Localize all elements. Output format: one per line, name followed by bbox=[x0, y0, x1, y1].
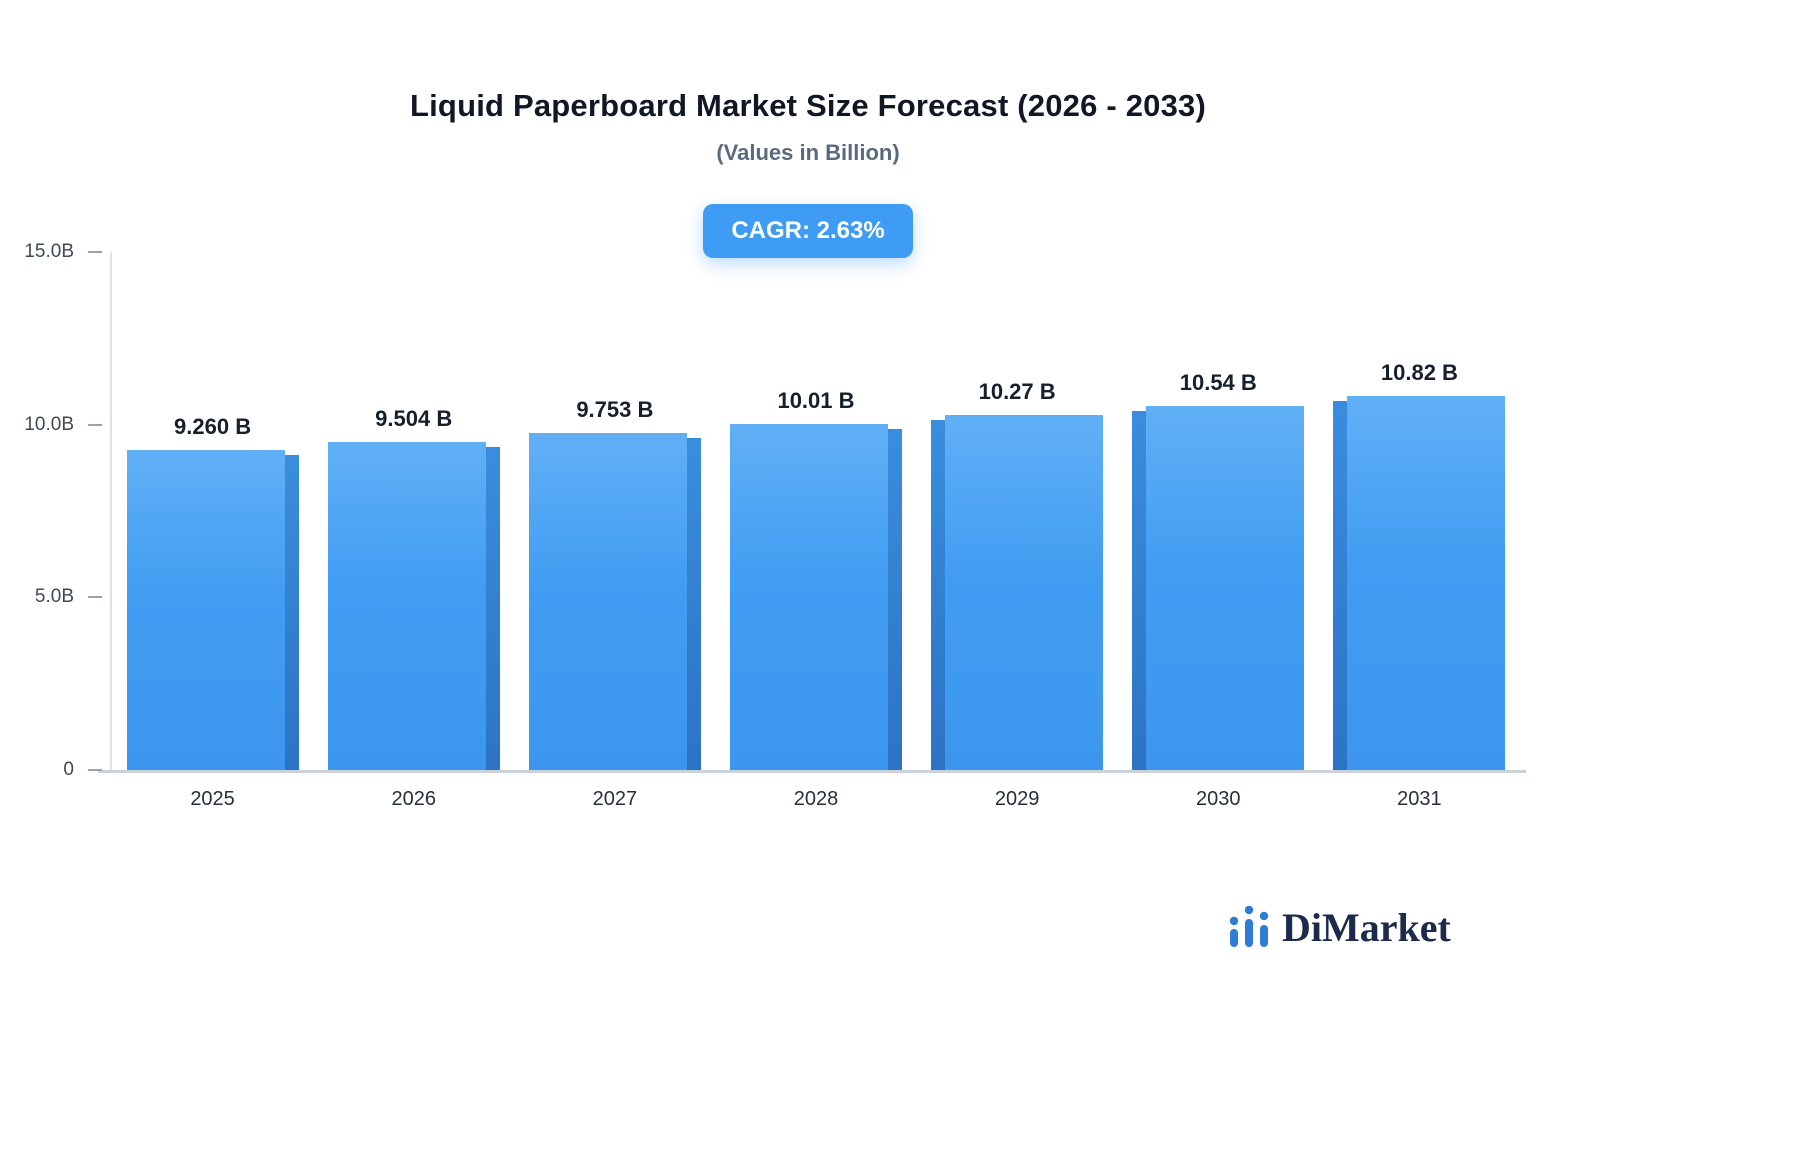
x-axis-label: 2028 bbox=[793, 788, 839, 810]
bar-group-2029: 10.27 B 2029 bbox=[917, 252, 1118, 810]
bar-side-shade bbox=[284, 455, 299, 770]
bar-group-2030: 10.54 B 2030 bbox=[1118, 252, 1319, 810]
y-axis-tick-label: 5.0B bbox=[34, 586, 74, 608]
bar-2031: 10.82 B bbox=[1333, 360, 1506, 770]
bar-face bbox=[1347, 396, 1506, 770]
bar-side-shade bbox=[686, 438, 701, 770]
bar-side-shade bbox=[887, 429, 902, 770]
bar-2027: 9.753 B bbox=[528, 397, 701, 770]
x-axis-label: 2025 bbox=[190, 788, 235, 810]
bar-chart-plot-area: 0 5.0B 10.0B 15.0B 9.260 B 2025 9.504 B 2026 9.7… bbox=[24, 241, 1526, 810]
y-axis-tick-label: 10.0B bbox=[24, 413, 74, 435]
y-axis-tick-mark bbox=[88, 596, 102, 599]
bar-value-label: 10.82 B bbox=[1380, 360, 1458, 386]
bar-side-shade bbox=[1132, 411, 1147, 770]
bar-2028: 10.01 B bbox=[729, 388, 902, 770]
y-axis-tick-mark bbox=[88, 769, 102, 771]
bar-2025: 9.260 B bbox=[126, 414, 299, 770]
bar-value-label: 10.27 B bbox=[978, 379, 1056, 405]
bar-face bbox=[1146, 406, 1305, 770]
bar-group-2025: 9.260 B 2025 bbox=[112, 252, 313, 810]
cagr-badge: CAGR: 2.63% bbox=[703, 204, 913, 258]
bar-value-label: 9.504 B bbox=[375, 405, 453, 431]
bar-side-shade bbox=[1333, 401, 1348, 770]
y-axis-line bbox=[110, 252, 112, 770]
bar-group-2028: 10.01 B 2028 bbox=[715, 252, 916, 810]
y-axis-tick-label: 15.0B bbox=[24, 241, 74, 262]
chart-subtitle: (Values in Billion) bbox=[716, 140, 900, 165]
bar-2030: 10.54 B bbox=[1132, 370, 1305, 770]
bar-face bbox=[126, 450, 285, 770]
y-axis-tick-mark bbox=[88, 423, 102, 426]
bar-2029: 10.27 B bbox=[931, 379, 1104, 770]
logo-text: DiMarket bbox=[1282, 905, 1451, 950]
bar-side-shade bbox=[485, 446, 500, 770]
bar-side-shade bbox=[931, 420, 946, 770]
bar-value-label: 10.01 B bbox=[777, 388, 855, 414]
y-axis-tick-label: 0 bbox=[63, 759, 74, 780]
bar-face bbox=[327, 441, 486, 770]
x-axis-label: 2030 bbox=[1196, 788, 1241, 810]
bar-face bbox=[528, 433, 687, 770]
x-axis-line bbox=[98, 770, 1526, 773]
bar-group-2027: 9.753 B 2027 bbox=[514, 252, 715, 810]
bar-2026: 9.504 B bbox=[327, 406, 500, 770]
x-axis-label: 2029 bbox=[994, 788, 1040, 810]
bar-face bbox=[729, 424, 888, 770]
bar-value-label: 9.753 B bbox=[576, 397, 654, 423]
bar-chart-logo-icon bbox=[1229, 905, 1269, 947]
bar-group-2026: 9.504 B 2026 bbox=[313, 252, 514, 810]
chart-header: Liquid Paperboard Market Size Forecast (… bbox=[0, 88, 1616, 258]
x-axis-label: 2031 bbox=[1397, 788, 1442, 810]
dimarket-logo: DiMarket bbox=[1226, 900, 1451, 948]
chart-title: Liquid Paperboard Market Size Forecast (… bbox=[409, 88, 1206, 123]
y-axis-tick-mark bbox=[88, 251, 102, 253]
x-axis-label: 2026 bbox=[391, 788, 436, 810]
x-axis-label: 2027 bbox=[592, 788, 638, 810]
bar-face bbox=[945, 415, 1104, 770]
bar-group-2031: 10.82 B 2031 bbox=[1319, 252, 1520, 810]
bar-value-label: 9.260 B bbox=[174, 414, 252, 440]
bar-value-label: 10.54 B bbox=[1179, 370, 1257, 395]
